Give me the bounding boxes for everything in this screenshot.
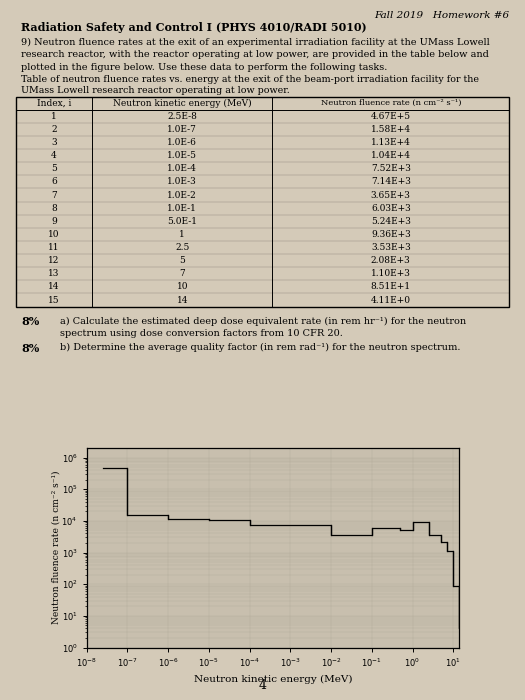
Text: 4: 4	[258, 678, 267, 692]
Text: 5: 5	[180, 256, 185, 265]
Text: 1: 1	[180, 230, 185, 239]
Text: 7: 7	[51, 190, 57, 199]
Text: 3.65E+3: 3.65E+3	[371, 190, 411, 199]
Text: 1.0E-6: 1.0E-6	[167, 138, 197, 147]
Text: Neutron kinetic energy (MeV): Neutron kinetic energy (MeV)	[113, 99, 251, 108]
Text: 14: 14	[48, 282, 60, 291]
Text: 6.03E+3: 6.03E+3	[371, 204, 411, 213]
Text: 4: 4	[51, 151, 57, 160]
Text: 9: 9	[51, 217, 57, 226]
Text: 1.58E+4: 1.58E+4	[371, 125, 411, 134]
Text: 1.0E-3: 1.0E-3	[167, 177, 197, 186]
Text: b) Determine the average quality factor (in rem rad⁻¹) for the neutron spectrum.: b) Determine the average quality factor …	[60, 343, 461, 352]
Text: 1.0E-1: 1.0E-1	[167, 204, 197, 213]
Text: 2: 2	[51, 125, 57, 134]
Text: 8.51E+1: 8.51E+1	[371, 282, 411, 291]
Text: 14: 14	[176, 295, 188, 304]
Text: 1.0E-4: 1.0E-4	[167, 164, 197, 174]
Text: 5: 5	[51, 164, 57, 174]
Text: Index, i: Index, i	[37, 99, 71, 108]
Text: 3.53E+3: 3.53E+3	[371, 243, 411, 252]
Text: 1: 1	[51, 112, 57, 121]
Text: 4.11E+0: 4.11E+0	[371, 295, 411, 304]
X-axis label: Neutron kinetic energy (MeV): Neutron kinetic energy (MeV)	[194, 675, 352, 684]
Text: 4.67E+5: 4.67E+5	[371, 112, 411, 121]
Text: 10: 10	[48, 230, 60, 239]
Text: 2.08E+3: 2.08E+3	[371, 256, 411, 265]
Text: research reactor, with the reactor operating at low power, are provided in the t: research reactor, with the reactor opera…	[21, 50, 489, 60]
Text: 9.36E+3: 9.36E+3	[371, 230, 411, 239]
Text: 3: 3	[51, 138, 57, 147]
Text: 11: 11	[48, 243, 60, 252]
Text: Table of neutron fluence rates vs. energy at the exit of the beam-port irradiati: Table of neutron fluence rates vs. energ…	[21, 75, 479, 84]
Text: Radiation Safety and Control I (PHYS 4010/RADI 5010): Radiation Safety and Control I (PHYS 401…	[21, 22, 366, 34]
Text: 1.0E-7: 1.0E-7	[167, 125, 197, 134]
Text: 1.04E+4: 1.04E+4	[371, 151, 411, 160]
Text: spectrum using dose conversion factors from 10 CFR 20.: spectrum using dose conversion factors f…	[60, 329, 343, 338]
Y-axis label: Neutron fluence rate (n cm⁻² s⁻¹): Neutron fluence rate (n cm⁻² s⁻¹)	[51, 471, 60, 624]
Text: plotted in the figure below. Use these data to perform the following tasks.: plotted in the figure below. Use these d…	[21, 63, 387, 72]
Text: 5.24E+3: 5.24E+3	[371, 217, 411, 226]
Text: 1.0E-2: 1.0E-2	[167, 190, 197, 199]
Text: 8%: 8%	[21, 316, 39, 328]
Text: 6: 6	[51, 177, 57, 186]
Text: 13: 13	[48, 270, 60, 279]
Text: Fall 2019   Homework #6: Fall 2019 Homework #6	[374, 10, 509, 20]
Text: 1.10E+3: 1.10E+3	[371, 270, 411, 279]
Text: UMass Lowell research reactor operating at low power.: UMass Lowell research reactor operating …	[21, 86, 290, 95]
Text: 2.5: 2.5	[175, 243, 190, 252]
Text: Neutron fluence rate (n cm⁻² s⁻¹): Neutron fluence rate (n cm⁻² s⁻¹)	[321, 99, 461, 107]
Text: 7: 7	[180, 270, 185, 279]
Text: 10: 10	[176, 282, 188, 291]
Text: 12: 12	[48, 256, 60, 265]
Text: 1.0E-5: 1.0E-5	[167, 151, 197, 160]
Text: 5.0E-1: 5.0E-1	[167, 217, 197, 226]
Text: 7.14E+3: 7.14E+3	[371, 177, 411, 186]
Text: 9) Neutron fluence rates at the exit of an experimental irradiation facility at : 9) Neutron fluence rates at the exit of …	[21, 38, 490, 47]
Text: 2.5E-8: 2.5E-8	[167, 112, 197, 121]
Text: a) Calculate the estimated deep dose equivalent rate (in rem hr⁻¹) for the neutr: a) Calculate the estimated deep dose equ…	[60, 316, 467, 326]
Text: 1.13E+4: 1.13E+4	[371, 138, 411, 147]
Text: 15: 15	[48, 295, 60, 304]
Text: 7.52E+3: 7.52E+3	[371, 164, 411, 174]
Text: 8: 8	[51, 204, 57, 213]
Text: 8%: 8%	[21, 343, 39, 354]
